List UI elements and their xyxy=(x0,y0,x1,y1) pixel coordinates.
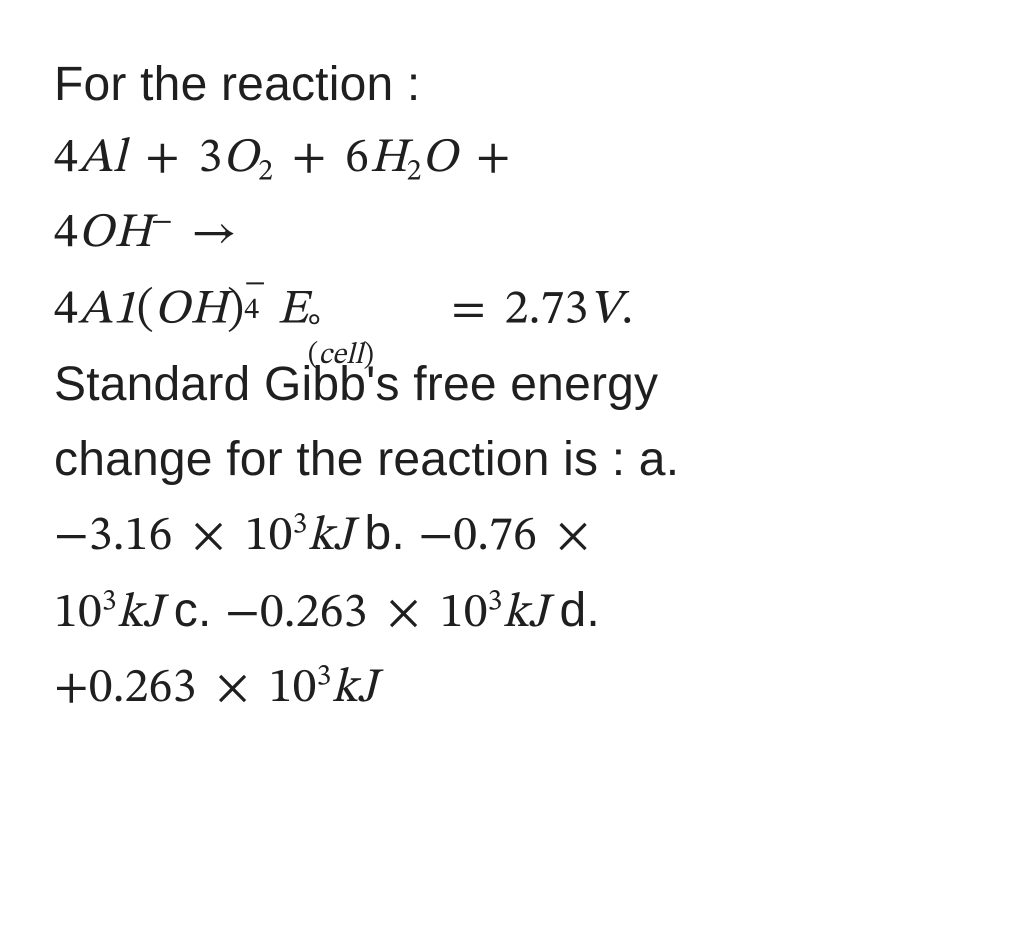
unit-kJ: kJ xyxy=(308,513,353,561)
times-op: × xyxy=(549,513,598,561)
times-op: × xyxy=(208,665,257,713)
coef-6: 6 xyxy=(345,135,369,183)
val-b: −0.76 xyxy=(418,513,537,561)
times-op: × xyxy=(379,590,428,638)
sub-2: 2 xyxy=(258,158,273,188)
sym-E: E xyxy=(278,287,308,335)
question-block: For the reaction : 4Al + 3O2 + 6H2O + 4O… xyxy=(0,0,1024,726)
exp-3: 3 xyxy=(102,588,117,618)
period: . xyxy=(621,287,633,335)
sym-H: H xyxy=(369,135,407,183)
options-line-3: +0.263 × 103kJ xyxy=(54,652,970,726)
lparen: ( xyxy=(137,287,154,335)
sym-O: O xyxy=(223,135,259,183)
sym-Al: Al xyxy=(78,135,126,183)
options-line-2: 103kJ c. −0.263 × 103kJ d. xyxy=(54,574,970,651)
val-cell: 2.73 xyxy=(505,287,589,335)
plus-op: + xyxy=(469,135,518,183)
opt-label-d: d. xyxy=(560,584,600,637)
val-a: −3.16 xyxy=(54,513,173,561)
val-c: −0.263 xyxy=(225,590,368,638)
sym-A1: A1 xyxy=(78,287,137,335)
opt-label-c: c. xyxy=(174,584,225,637)
sub-2: 2 xyxy=(407,158,422,188)
supsub-4-minus: −4 xyxy=(244,271,266,325)
sup-minus: − xyxy=(151,207,173,237)
equation-line-1: 4Al + 3O2 + 6H2O + xyxy=(54,122,970,196)
options-line-1: −3.16 × 103kJ b. −0.76 × xyxy=(54,497,970,574)
rparen: ) xyxy=(227,287,244,335)
unit-kJ: kJ xyxy=(117,590,162,638)
arrow-op: → xyxy=(184,210,244,258)
equation-line-3: 4A1(OH)−4 E∘(cell) = 2.73V. xyxy=(54,271,970,348)
coef-4: 4 xyxy=(54,287,78,335)
times-op: × xyxy=(184,513,233,561)
unit-kJ: kJ xyxy=(503,590,548,638)
statement-line-1: Standard Gibb's free energy xyxy=(54,348,970,422)
ten: 10 xyxy=(54,590,102,638)
val-d: +0.263 xyxy=(54,665,197,713)
coef-4: 4 xyxy=(54,210,78,258)
equation-line-2: 4OH− → xyxy=(54,197,970,271)
eq-op: = xyxy=(444,287,493,335)
opt-label-b: b. xyxy=(365,507,419,560)
ten: 10 xyxy=(245,513,293,561)
exp-3: 3 xyxy=(293,511,308,541)
exp-3: 3 xyxy=(317,662,332,692)
intro-text: For the reaction : xyxy=(54,48,970,122)
sym-OH: OH xyxy=(154,287,227,335)
ten: 10 xyxy=(269,665,317,713)
coef-4: 4 xyxy=(54,135,78,183)
unit-V: V xyxy=(589,287,622,335)
ten: 10 xyxy=(440,590,488,638)
statement-line-2: change for the reaction is : a. xyxy=(54,423,970,497)
exp-3: 3 xyxy=(488,588,503,618)
coef-3: 3 xyxy=(199,135,223,183)
sym-O: O xyxy=(422,135,458,183)
unit-kJ: kJ xyxy=(332,665,377,713)
plus-op: + xyxy=(138,135,187,183)
plus-op: + xyxy=(285,135,334,183)
sym-OH: OH xyxy=(78,210,151,258)
